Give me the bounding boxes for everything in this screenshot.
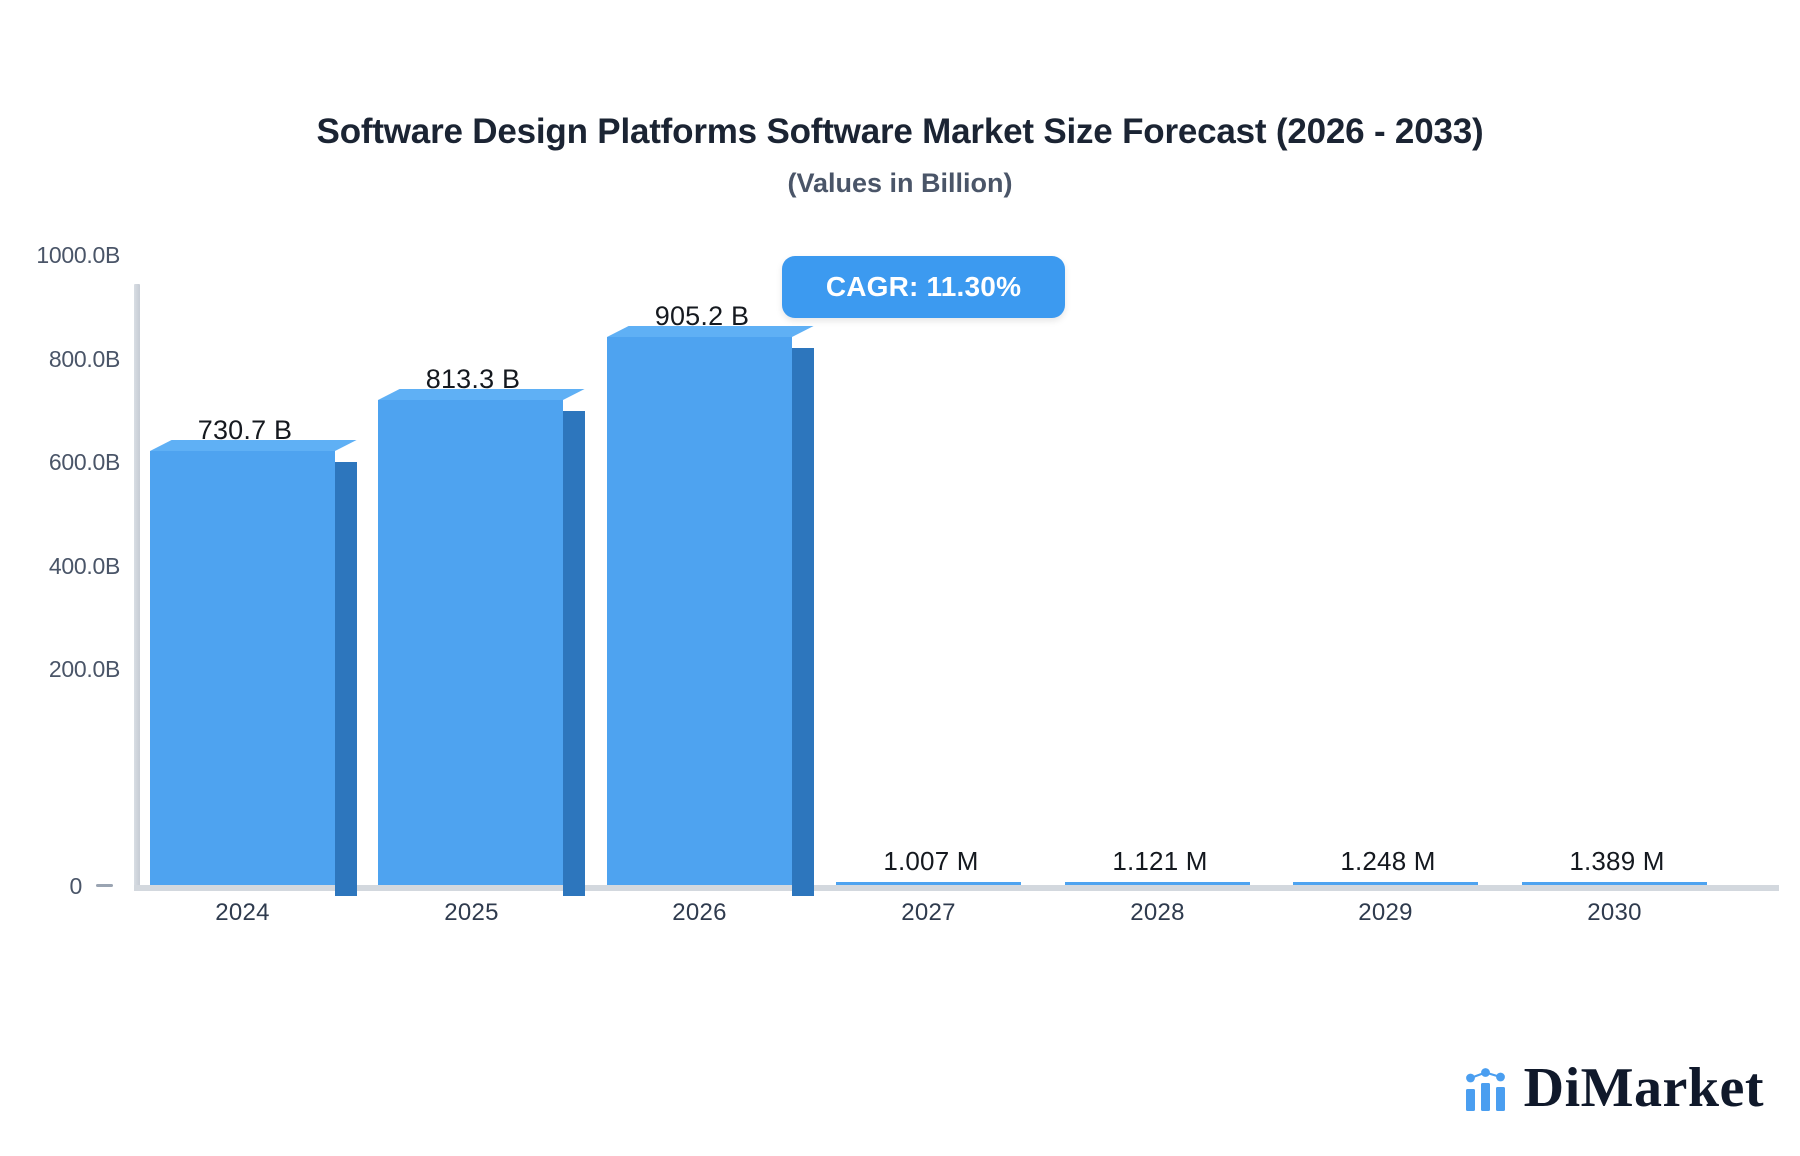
y-tick-label-600: 600.0B	[48, 449, 120, 475]
chart-subtitle: (Values in Billion)	[787, 168, 1013, 198]
y-tick-label-200: 200.0B	[48, 656, 120, 682]
page-title: Software Design Platforms Software Marke…	[316, 112, 1484, 151]
bar-side-face	[563, 411, 585, 896]
x-tick-label-2025: 2025	[444, 899, 499, 926]
x-tick-label-2024: 2024	[215, 899, 270, 926]
y-tick-label-1000: 1000.0B	[36, 242, 120, 268]
bar-2029[interactable]	[1293, 882, 1478, 885]
bar-2026[interactable]	[607, 326, 814, 896]
y-tick-label-0: 0	[69, 873, 83, 899]
y-tick-label-800: 800.0B	[48, 346, 120, 372]
bar-2027[interactable]	[836, 882, 1021, 885]
y-axis-line	[134, 284, 140, 889]
x-axis-line	[134, 885, 1779, 891]
bar-value-2030: 1.389 M	[1569, 846, 1665, 876]
x-tick-label-2029: 2029	[1358, 899, 1413, 926]
brand-logo: DiMarket	[1464, 1060, 1764, 1116]
bar-value-2028: 1.121 M	[1112, 846, 1208, 876]
brand-name: DiMarket	[1523, 1057, 1764, 1119]
bar-face	[607, 337, 792, 885]
bar-value-2024: 730.7 B	[197, 415, 293, 445]
x-tick-label-2027: 2027	[901, 899, 956, 926]
bar-2028[interactable]	[1065, 882, 1250, 885]
bar-2024[interactable]	[150, 440, 357, 896]
bar-2030[interactable]	[1522, 882, 1707, 885]
x-tick-label-2028: 2028	[1130, 899, 1185, 926]
bar-value-2026: 905.2 B	[654, 301, 750, 331]
bar-chart-icon	[1464, 1065, 1510, 1111]
x-tick-label-2026: 2026	[672, 899, 727, 926]
y-tick-dash-0	[96, 884, 113, 887]
bar-value-2027: 1.007 M	[883, 846, 979, 876]
cagr-badge-label: CAGR: 11.30%	[825, 271, 1022, 302]
bar-side-face	[792, 348, 814, 896]
x-tick-label-2030: 2030	[1587, 899, 1642, 926]
bar-value-2025: 813.3 B	[425, 364, 521, 394]
bar-face	[378, 400, 563, 885]
bar-face	[150, 451, 335, 885]
bar-value-2029: 1.248 M	[1340, 846, 1436, 876]
bar-2025[interactable]	[378, 389, 585, 896]
cagr-badge: CAGR: 11.30%	[782, 256, 1065, 318]
bar-side-face	[335, 462, 357, 896]
y-tick-label-400: 400.0B	[48, 553, 120, 579]
